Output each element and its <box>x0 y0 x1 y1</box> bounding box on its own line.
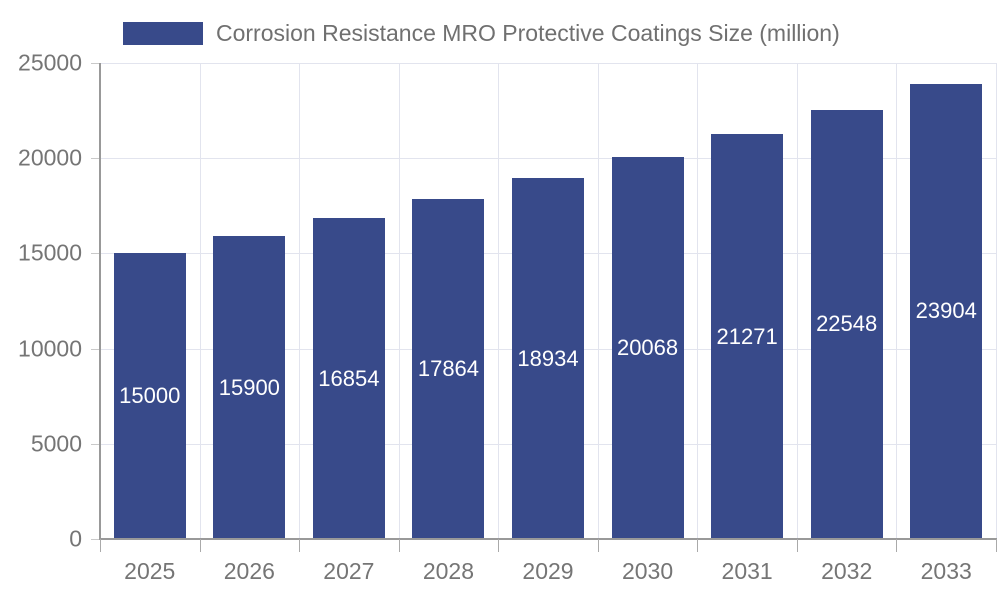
x-axis-tick <box>398 539 400 552</box>
x-tick-label: 2027 <box>323 558 375 584</box>
y-axis-tick <box>91 443 99 445</box>
y-tick-label: 10000 <box>18 335 82 362</box>
x-axis-tick <box>896 539 898 552</box>
bar[interactable] <box>213 236 286 539</box>
x-tick-label: 2031 <box>721 558 773 584</box>
y-tick-label: 0 <box>69 525 82 552</box>
legend-label: Corrosion Resistance MRO Protective Coat… <box>216 20 840 46</box>
bar[interactable] <box>512 178 584 539</box>
bar[interactable] <box>711 134 784 539</box>
x-axis-tick <box>996 539 997 552</box>
gridline-v <box>199 63 201 539</box>
bar-value-label: 17864 <box>417 355 480 381</box>
gridline-v <box>597 63 599 539</box>
x-tick-label: 2028 <box>422 558 475 584</box>
bar-value-label: 15000 <box>119 383 181 409</box>
x-axis-tick <box>597 539 599 552</box>
gridline-v <box>996 63 997 539</box>
gridline-v <box>796 63 798 539</box>
x-axis-tick <box>498 539 500 552</box>
bar[interactable] <box>412 198 485 539</box>
plot-area: 15000 15900 16854 17864 18934 20068 21271 22548… <box>100 63 997 539</box>
gridline-v <box>299 63 301 539</box>
x-tick-label: 2033 <box>920 558 972 584</box>
x-tick-label: 2026 <box>223 558 275 584</box>
y-axis-tick <box>91 158 99 160</box>
x-tick-label: 2025 <box>124 558 176 584</box>
bar-value-label: 20068 <box>616 334 679 360</box>
legend-swatch <box>123 22 203 45</box>
bar[interactable] <box>113 253 186 539</box>
bar-value-label: 15900 <box>218 374 280 400</box>
x-axis-tick <box>199 539 201 552</box>
y-tick-label: 25000 <box>18 49 82 76</box>
bar[interactable] <box>611 156 684 539</box>
gridline-h <box>100 63 996 64</box>
x-tick-label: 2032 <box>821 558 873 584</box>
y-tick-label: 15000 <box>18 239 82 266</box>
gridline-v <box>896 63 898 539</box>
gridline-v <box>398 63 400 539</box>
y-axis-tick <box>91 348 99 350</box>
bar[interactable] <box>312 218 385 539</box>
x-axis-tick <box>697 539 699 552</box>
legend-item[interactable]: Corrosion Resistance MRO Protective Coat… <box>123 20 840 47</box>
x-tick-label: 2029 <box>522 558 574 584</box>
x-axis-tick <box>100 539 101 552</box>
y-axis-line <box>99 63 101 539</box>
y-tick-label: 20000 <box>18 144 82 171</box>
x-axis-tick <box>796 539 798 552</box>
x-axis-line <box>99 538 997 540</box>
y-tick-label: 5000 <box>30 430 82 457</box>
x-tick-label: 2030 <box>621 558 674 584</box>
bar-value-label: 16854 <box>318 365 380 391</box>
gridline-h <box>100 158 996 160</box>
y-axis-tick <box>91 539 99 540</box>
bar-value-label: 22548 <box>816 311 878 337</box>
y-axis-tick <box>91 253 99 255</box>
bar[interactable] <box>810 109 883 539</box>
x-axis-tick <box>299 539 301 552</box>
bar[interactable] <box>910 83 983 539</box>
y-axis-tick <box>91 63 99 64</box>
gridline-v <box>697 63 699 539</box>
bar-value-label: 18934 <box>517 345 579 371</box>
gridline-v <box>498 63 500 539</box>
bar-value-label: 23904 <box>915 298 977 324</box>
bar-value-label: 21271 <box>716 323 778 349</box>
